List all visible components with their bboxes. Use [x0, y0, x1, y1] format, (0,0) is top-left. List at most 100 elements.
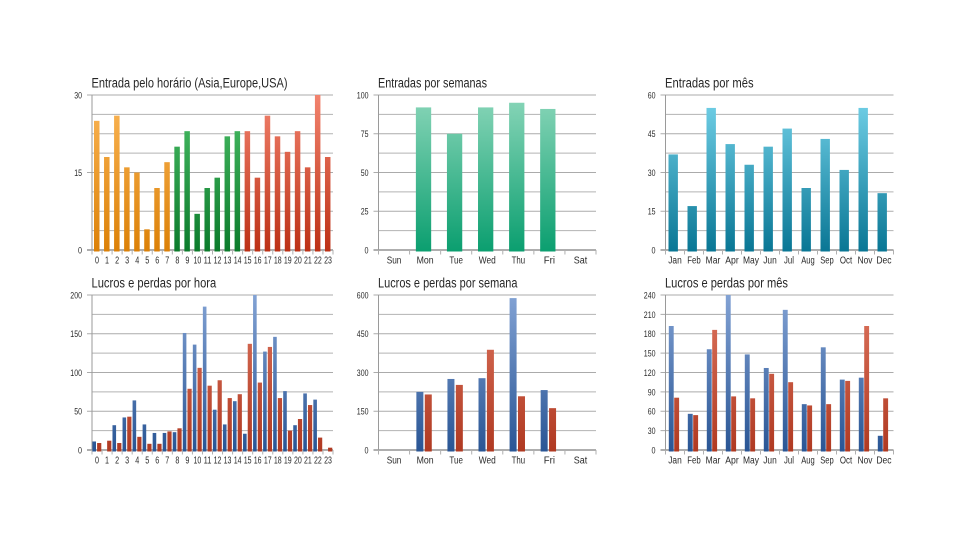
svg-text:21: 21 [304, 255, 312, 266]
svg-text:Apr: Apr [725, 255, 739, 266]
svg-text:Mar: Mar [706, 455, 721, 466]
svg-text:23: 23 [324, 255, 332, 266]
svg-text:150: 150 [644, 349, 656, 360]
svg-text:Jun: Jun [763, 255, 777, 266]
svg-text:17: 17 [264, 455, 272, 466]
svg-text:5: 5 [145, 255, 149, 266]
svg-text:Sun: Sun [387, 255, 402, 266]
svg-text:75: 75 [361, 129, 369, 140]
svg-text:210: 210 [644, 310, 656, 321]
svg-text:2: 2 [115, 255, 119, 266]
svg-text:Entradas por mês: Entradas por mês [665, 75, 754, 90]
svg-text:Tue: Tue [449, 255, 463, 266]
svg-text:20: 20 [294, 255, 302, 266]
svg-text:300: 300 [357, 368, 369, 379]
svg-text:Nov: Nov [858, 455, 873, 466]
svg-text:30: 30 [74, 90, 82, 101]
svg-text:Dec: Dec [876, 455, 891, 466]
svg-text:Apr: Apr [725, 455, 739, 466]
svg-text:18: 18 [274, 255, 282, 266]
svg-text:90: 90 [648, 387, 656, 398]
svg-text:11: 11 [204, 455, 212, 466]
svg-text:Sep: Sep [820, 255, 834, 266]
svg-text:Oct: Oct [840, 255, 852, 266]
svg-text:150: 150 [357, 407, 369, 418]
svg-text:100: 100 [357, 90, 369, 101]
svg-text:22: 22 [314, 255, 322, 266]
svg-text:19: 19 [284, 455, 292, 466]
svg-text:25: 25 [361, 207, 369, 218]
svg-text:Mon: Mon [417, 255, 434, 266]
svg-text:180: 180 [644, 329, 656, 340]
svg-text:Feb: Feb [687, 255, 701, 266]
svg-text:3: 3 [125, 255, 129, 266]
svg-text:16: 16 [254, 455, 262, 466]
svg-text:9: 9 [185, 255, 189, 266]
svg-text:Entrada pelo horário (Asia,Eur: Entrada pelo horário (Asia,Europe,USA) [92, 75, 288, 90]
svg-text:15: 15 [74, 168, 82, 179]
svg-text:Lucros e perdas por hora: Lucros e perdas por hora [92, 275, 217, 290]
svg-text:Dec: Dec [876, 255, 891, 266]
svg-text:Wed: Wed [479, 255, 496, 266]
svg-text:Thu: Thu [512, 255, 526, 266]
svg-text:100: 100 [70, 368, 82, 379]
svg-text:Jul: Jul [784, 455, 794, 466]
svg-text:Aug: Aug [801, 455, 815, 466]
svg-text:3: 3 [125, 455, 129, 466]
svg-text:20: 20 [294, 455, 302, 466]
svg-text:23: 23 [324, 455, 332, 466]
svg-text:12: 12 [214, 255, 222, 266]
svg-text:2: 2 [115, 455, 119, 466]
svg-text:240: 240 [644, 290, 656, 301]
svg-text:600: 600 [357, 290, 369, 301]
svg-text:14: 14 [234, 255, 242, 266]
svg-text:1: 1 [105, 255, 109, 266]
svg-text:0: 0 [652, 445, 656, 456]
svg-text:45: 45 [648, 129, 656, 140]
svg-text:50: 50 [361, 168, 369, 179]
svg-text:0: 0 [95, 255, 99, 266]
svg-text:15: 15 [244, 255, 252, 266]
svg-text:0: 0 [95, 455, 99, 466]
svg-text:1: 1 [105, 455, 109, 466]
svg-text:Jan: Jan [668, 455, 682, 466]
svg-text:0: 0 [78, 245, 82, 256]
svg-text:60: 60 [648, 407, 656, 418]
svg-text:Sat: Sat [574, 255, 588, 266]
svg-text:12: 12 [214, 455, 222, 466]
svg-text:Jul: Jul [784, 255, 794, 266]
svg-text:5: 5 [145, 455, 149, 466]
svg-text:8: 8 [175, 255, 179, 266]
svg-text:450: 450 [357, 329, 369, 340]
svg-text:Mon: Mon [417, 455, 434, 466]
svg-text:16: 16 [254, 255, 262, 266]
svg-text:50: 50 [74, 407, 82, 418]
svg-text:4: 4 [135, 255, 139, 266]
svg-text:11: 11 [204, 255, 212, 266]
svg-text:14: 14 [234, 455, 242, 466]
svg-text:Thu: Thu [512, 455, 526, 466]
svg-text:0: 0 [365, 445, 369, 456]
svg-text:0: 0 [365, 245, 369, 256]
svg-text:200: 200 [70, 290, 82, 301]
svg-text:Mar: Mar [706, 255, 721, 266]
svg-text:15: 15 [648, 207, 656, 218]
svg-text:Lucros e perdas por mês: Lucros e perdas por mês [665, 275, 788, 290]
svg-text:13: 13 [224, 455, 232, 466]
svg-text:Jan: Jan [668, 255, 682, 266]
svg-text:15: 15 [244, 455, 252, 466]
svg-text:60: 60 [648, 90, 656, 101]
svg-text:13: 13 [224, 255, 232, 266]
svg-text:Sat: Sat [574, 455, 588, 466]
svg-text:17: 17 [264, 255, 272, 266]
svg-text:0: 0 [652, 245, 656, 256]
svg-text:18: 18 [274, 455, 282, 466]
svg-text:19: 19 [284, 255, 292, 266]
svg-text:4: 4 [135, 455, 139, 466]
svg-text:10: 10 [194, 255, 202, 266]
svg-text:8: 8 [175, 455, 179, 466]
svg-text:Nov: Nov [858, 255, 873, 266]
svg-text:10: 10 [194, 455, 202, 466]
svg-text:Sep: Sep [820, 455, 834, 466]
svg-text:Feb: Feb [687, 455, 701, 466]
